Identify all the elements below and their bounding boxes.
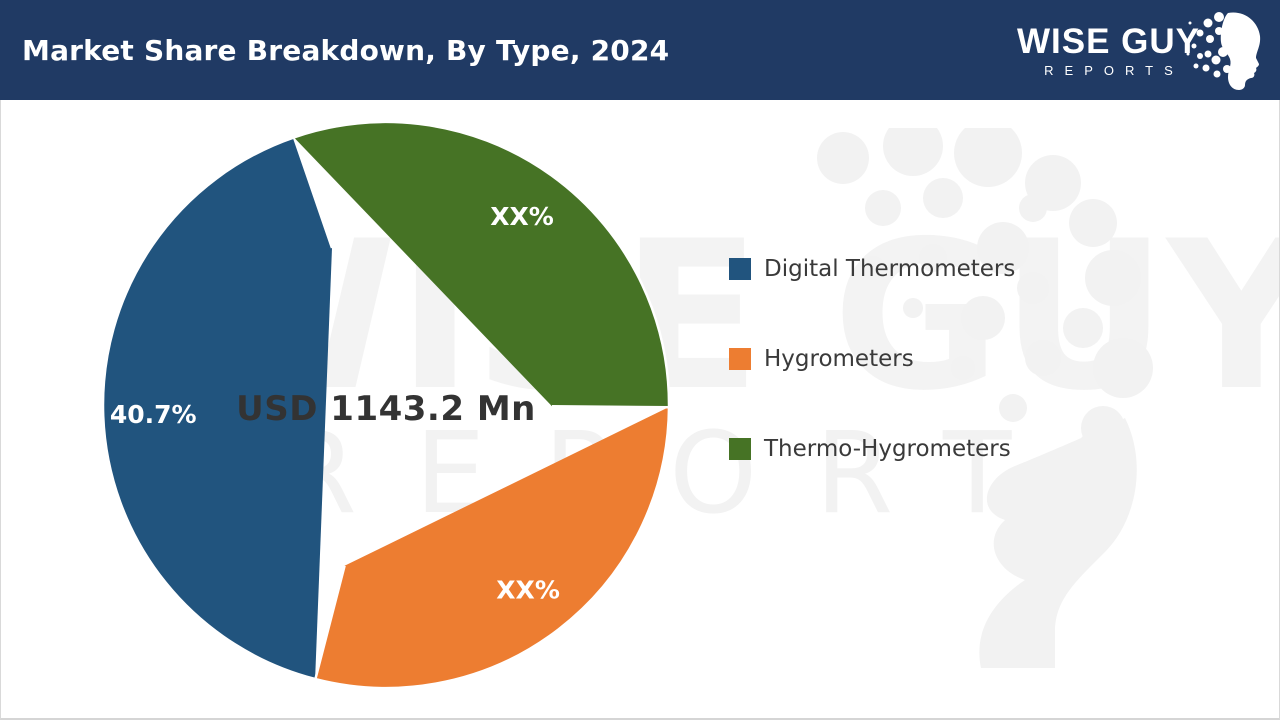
segment-label: XX% xyxy=(496,576,560,605)
segment-label: XX% xyxy=(490,202,554,231)
donut-segment-hygrometers xyxy=(313,406,671,690)
page-title: Market Share Breakdown, By Type, 2024 xyxy=(22,33,670,67)
brand-face-icon xyxy=(1186,12,1261,91)
brand-name: WISE GUY xyxy=(1016,21,1200,61)
legend-label: Digital Thermometers xyxy=(764,256,1016,282)
legend-label: Thermo-Hygrometers xyxy=(764,436,1011,462)
brand-subtitle: REPORTS xyxy=(1044,62,1184,78)
header: Market Share Breakdown, By Type, 2024 WI… xyxy=(0,0,1280,100)
brand-logo: WISE GUY REPORTS xyxy=(1017,9,1266,91)
segment-label: 40.7% xyxy=(110,400,197,429)
legend-item-digital-thermometers: Digital Thermometers xyxy=(729,256,1015,282)
donut-segment-thermo-hygrometers xyxy=(293,120,671,409)
legend-item-thermo-hygrometers: Thermo-Hygrometers xyxy=(729,436,1015,462)
legend-swatch-green xyxy=(729,438,751,460)
legend-item-hygrometers: Hygrometers xyxy=(729,346,1015,372)
legend-swatch-orange xyxy=(729,348,751,370)
watermark-face-icon xyxy=(817,128,1153,668)
donut-segment-digital-thermometers xyxy=(101,135,334,681)
legend-swatch-blue xyxy=(729,258,751,280)
legend-label: Hygrometers xyxy=(764,346,914,372)
chart-region: WISE GUY REPORTS 40.7% XX% XX% USD 1143.2 … xyxy=(1,100,1279,718)
donut-chart: 40.7% XX% XX% xyxy=(101,120,671,690)
brand-logo-text: WISE GUY REPORTS xyxy=(1017,24,1200,77)
legend: Digital Thermometers Hygrometers Thermo-… xyxy=(729,256,1015,526)
chart-center-value: USD 1143.2 Mn xyxy=(236,389,536,429)
